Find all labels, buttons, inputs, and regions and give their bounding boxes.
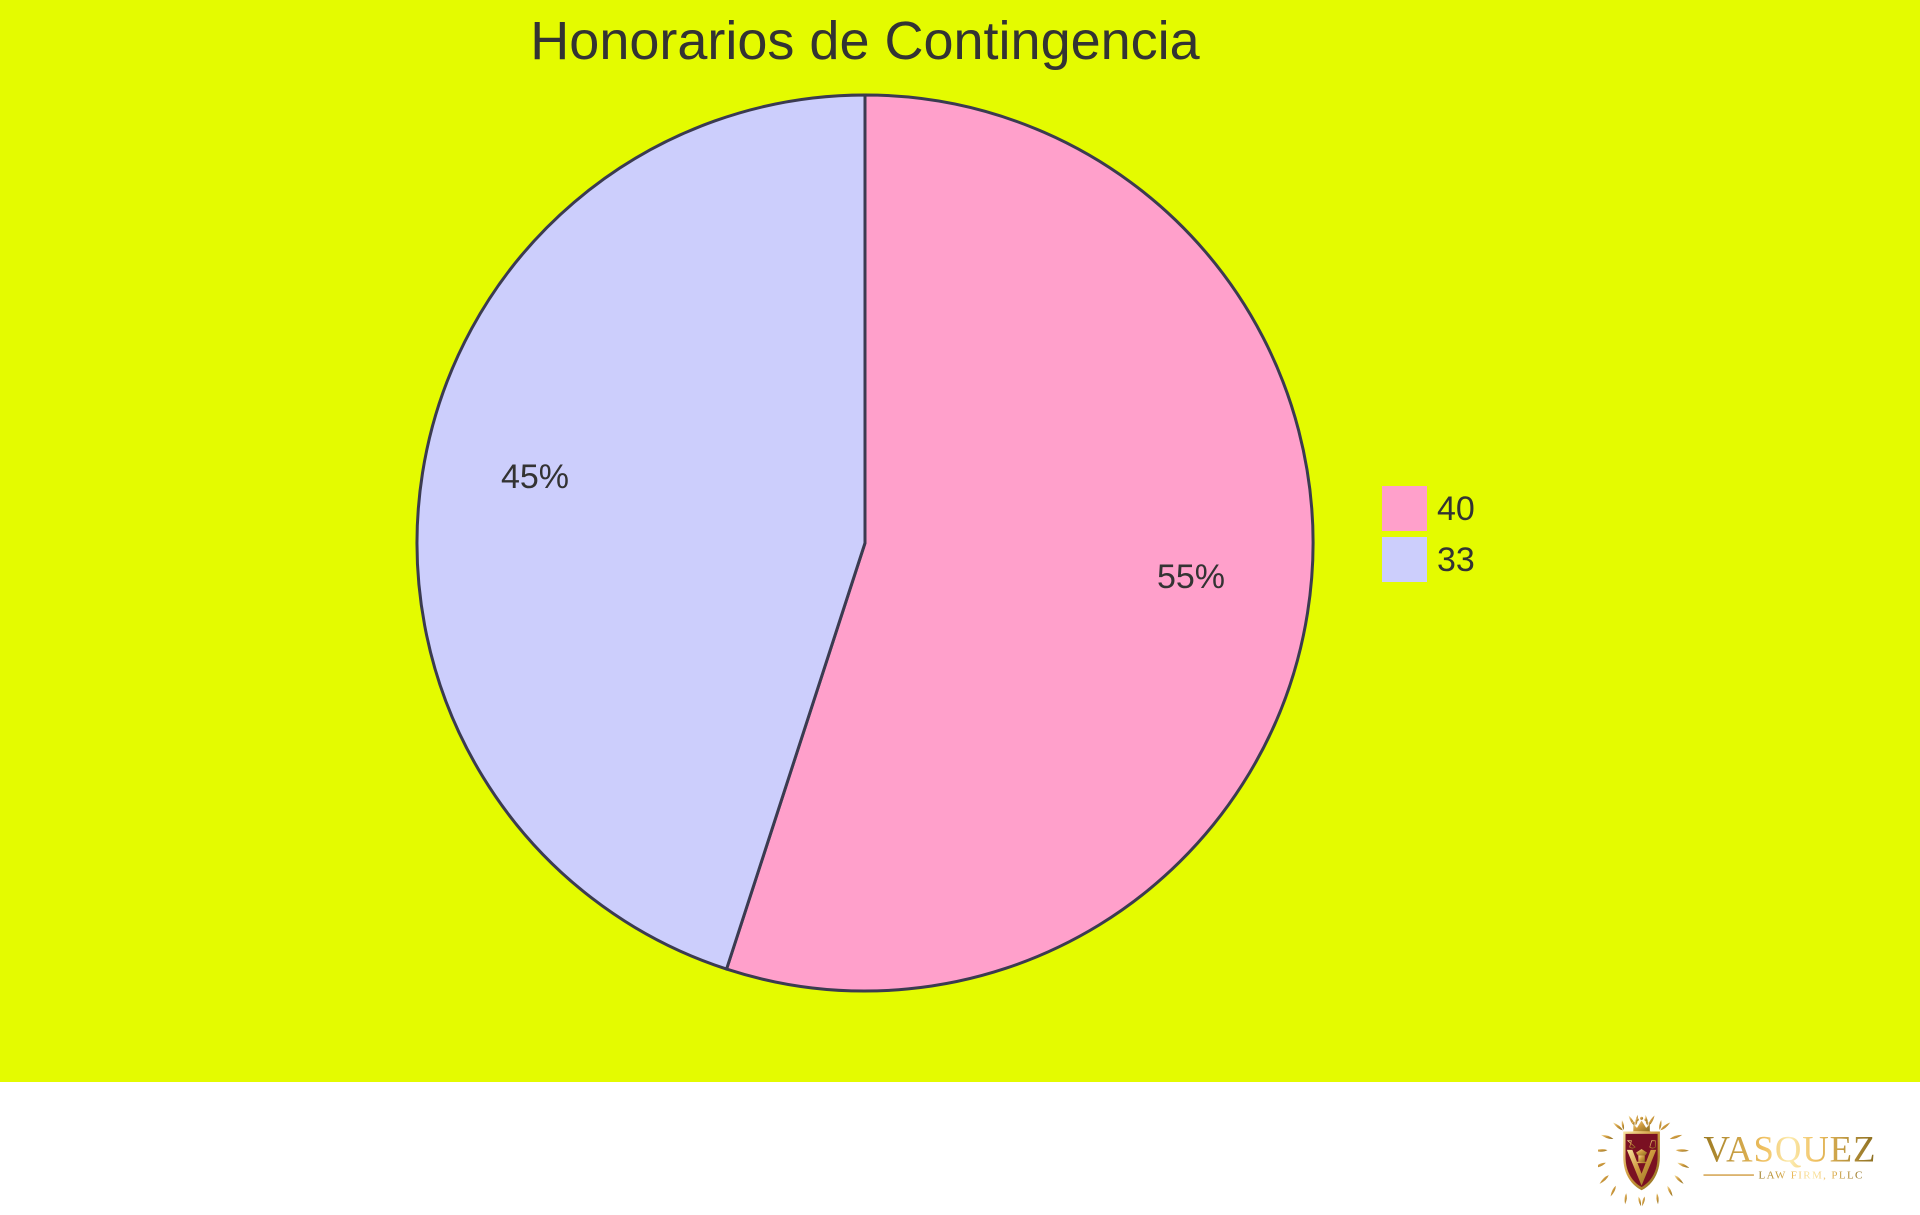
svg-text:LAW FIRM, PLLC: LAW FIRM, PLLC	[1759, 1169, 1864, 1181]
svg-text:VASQUEZ: VASQUEZ	[1703, 1128, 1876, 1169]
svg-text:55%: 55%	[1157, 558, 1225, 596]
svg-text:45%: 45%	[501, 458, 569, 496]
